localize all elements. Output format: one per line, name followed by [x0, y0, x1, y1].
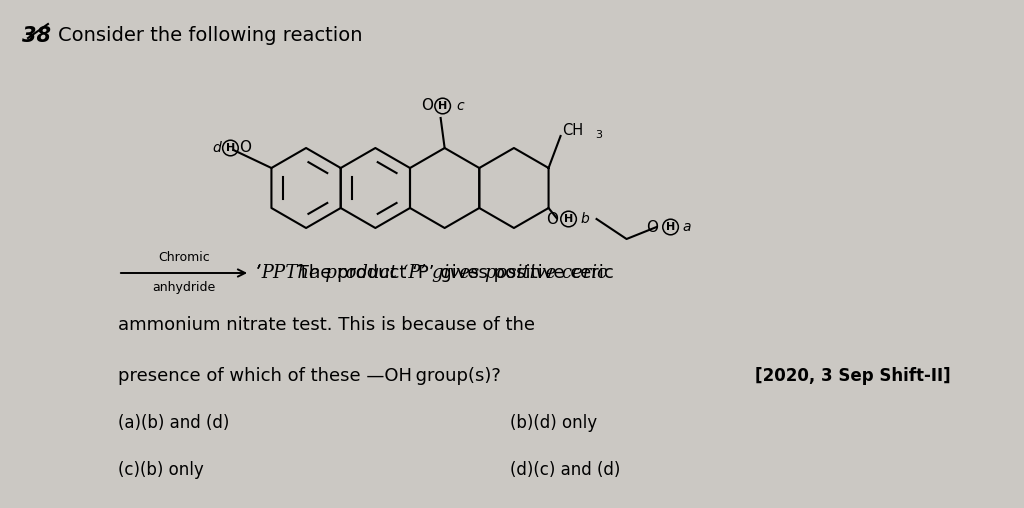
Text: ’: ’ [256, 264, 265, 282]
Text: O: O [421, 99, 433, 113]
Text: The product ‘P’ gives positive ceric: The product ‘P’ gives positive ceric [292, 264, 613, 282]
Text: O: O [646, 219, 658, 235]
Text: (d)(c) and (d): (d)(c) and (d) [510, 461, 621, 479]
Text: [2020, 3 Sep Shift-II]: [2020, 3 Sep Shift-II] [755, 367, 950, 385]
Text: O: O [240, 141, 252, 155]
Text: a: a [683, 220, 691, 234]
Text: H: H [438, 101, 447, 111]
Text: 38: 38 [22, 26, 51, 46]
Text: Consider the following reaction: Consider the following reaction [58, 26, 362, 45]
Text: anhydride: anhydride [153, 281, 216, 294]
Text: (a)(b) and (d): (a)(b) and (d) [118, 414, 229, 432]
Text: H: H [564, 214, 573, 224]
Text: ’P  The product ‘P’ gives positive ceric: ’P The product ‘P’ gives positive ceric [256, 264, 607, 282]
Text: Chromic: Chromic [158, 251, 210, 264]
Text: (b)(d) only: (b)(d) only [510, 414, 597, 432]
Text: d: d [212, 141, 221, 155]
Text: P: P [272, 264, 284, 282]
Text: c: c [457, 99, 464, 113]
Text: H: H [666, 222, 675, 232]
Text: O: O [547, 211, 558, 227]
Text: presence of which of these —OH group(s)?: presence of which of these —OH group(s)? [118, 367, 501, 385]
Text: H: H [226, 143, 236, 153]
Text: ammonium nitrate test. This is because of the: ammonium nitrate test. This is because o… [118, 316, 535, 334]
Text: b: b [581, 212, 590, 226]
Text: (c)(b) only: (c)(b) only [118, 461, 204, 479]
Text: 3: 3 [596, 130, 602, 140]
Text: CH: CH [562, 122, 584, 138]
